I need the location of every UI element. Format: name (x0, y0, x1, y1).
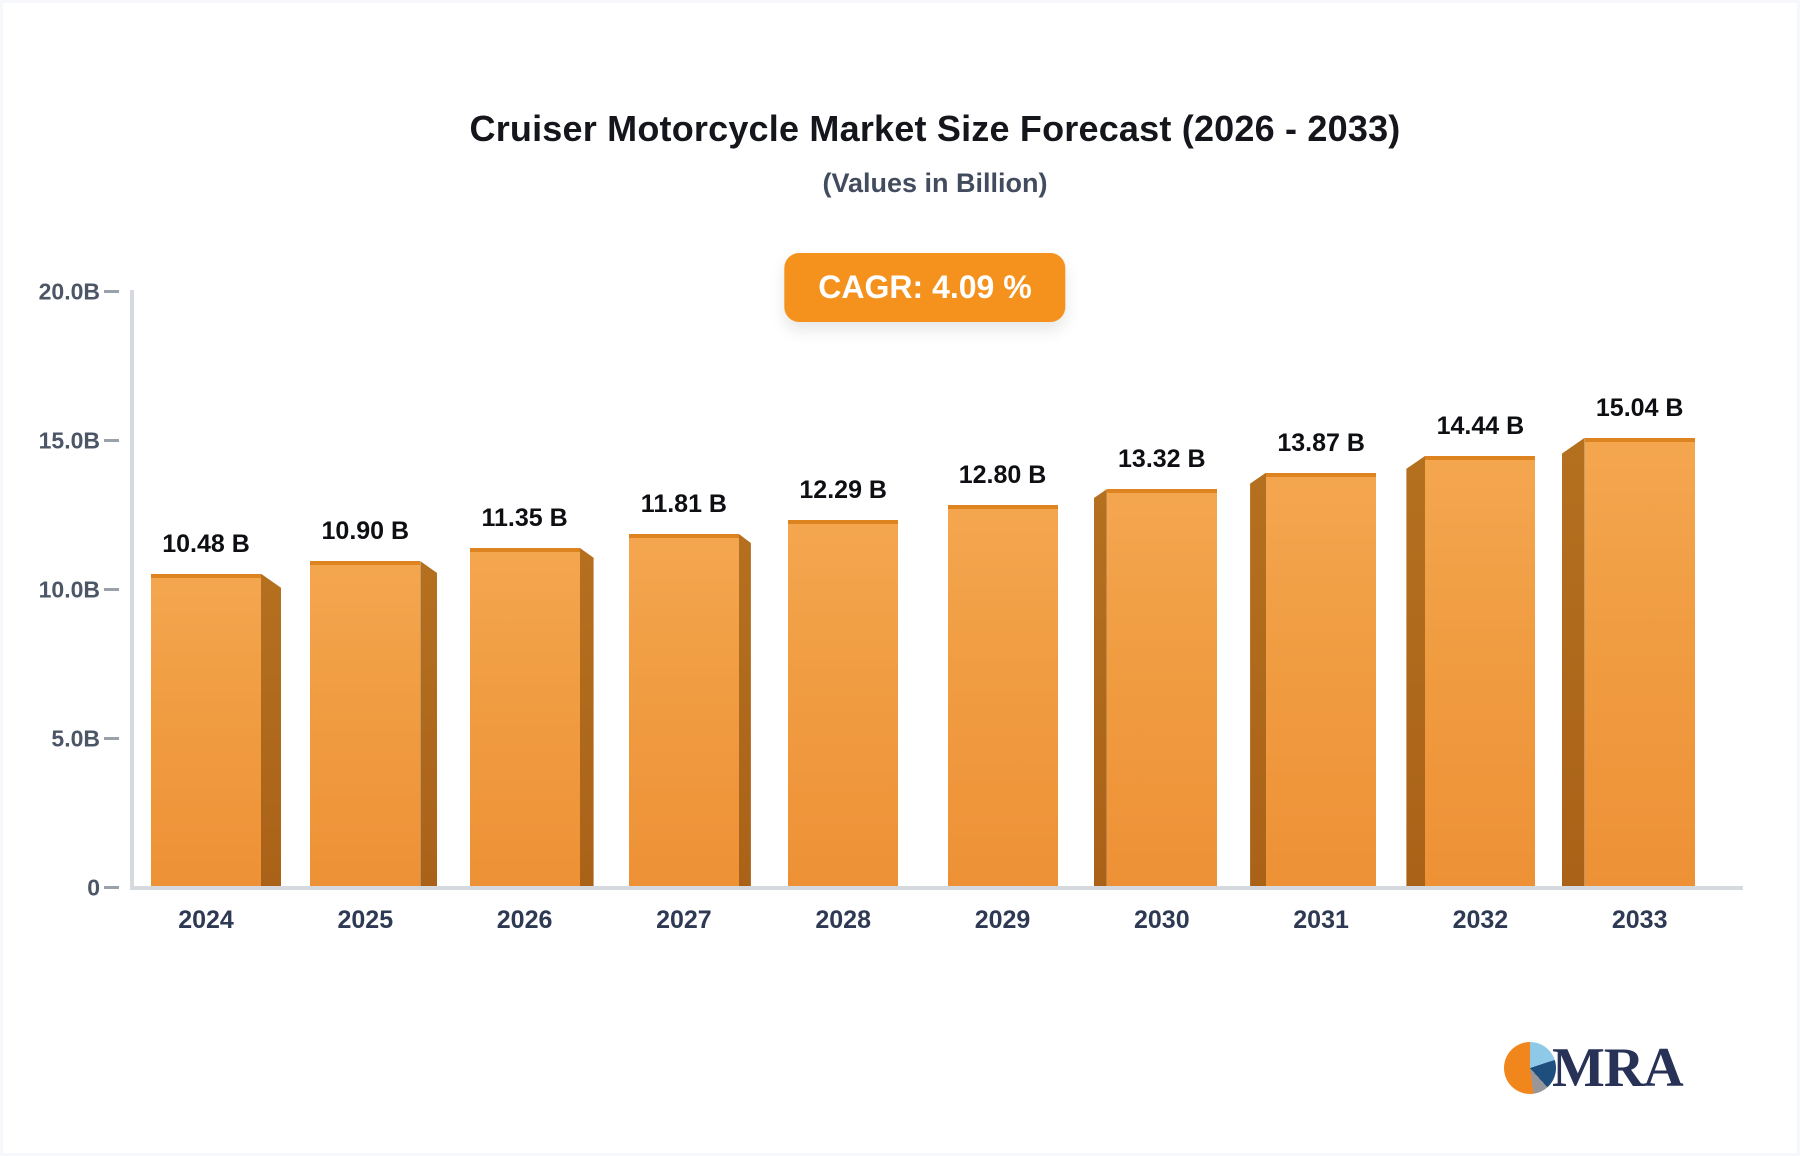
bar-2027 (628, 534, 739, 886)
bar-value-label: 15.04 B (1595, 393, 1684, 422)
mra-logo: MRA (1504, 1037, 1684, 1099)
bar-value-label: 10.90 B (321, 517, 410, 546)
bar-2025 (310, 561, 421, 886)
x-axis-label-2025: 2025 (337, 906, 394, 934)
x-axis-label-2030: 2030 (1133, 906, 1190, 934)
bar-2028 (788, 519, 899, 886)
mra-logo-text: MRA (1552, 1037, 1684, 1099)
bar-value-label: 13.87 B (1277, 428, 1365, 457)
chart-subtitle: (Values in Billion) (822, 168, 1048, 198)
y-tick-label: 0 (87, 874, 100, 901)
x-axis-line (130, 886, 1743, 890)
bar-value-label: 11.35 B (481, 503, 568, 532)
bar-3d-side (1093, 489, 1107, 886)
bar-2030 (1106, 489, 1217, 886)
x-axis-label-2033: 2033 (1611, 906, 1668, 934)
bar-3d-side (1250, 472, 1267, 886)
bar-3d-side (261, 573, 281, 886)
y-axis-line (130, 290, 134, 890)
y-tick-label: 15.0B (38, 427, 100, 454)
y-tick-mark (104, 588, 119, 591)
y-tick-label: 20.0B (38, 278, 100, 305)
y-tick-label: 5.0B (51, 725, 100, 752)
bar-3d-side (1561, 437, 1585, 886)
y-tick-mark (104, 737, 119, 740)
x-axis-label-2031: 2031 (1293, 906, 1349, 934)
bar-2031 (1266, 472, 1377, 886)
bar-3d-side (1406, 455, 1426, 886)
bar-value-label: 14.44 B (1436, 411, 1525, 440)
y-tick-mark (104, 290, 119, 293)
bar-2026 (469, 547, 580, 886)
bar-3d-side (738, 534, 751, 886)
bar-value-label: 12.80 B (958, 460, 1047, 489)
bar-3d-side (420, 561, 438, 886)
x-axis-label-2027: 2027 (656, 906, 712, 934)
y-tick-label: 10.0B (38, 576, 100, 603)
bar-2032 (1425, 455, 1536, 886)
cagr-badge: CAGR: 4.09 % (784, 253, 1066, 322)
bar-3d-side (579, 547, 594, 886)
bar-2024 (151, 573, 261, 886)
y-tick-mark (104, 886, 119, 889)
chart-title: Cruiser Motorcycle Market Size Forecast … (469, 108, 1401, 149)
bar-value-label: 12.29 B (799, 475, 887, 504)
x-axis-label-2024: 2024 (178, 906, 234, 934)
bar-2033 (1584, 437, 1695, 886)
bar-2029 (947, 504, 1058, 886)
pie-chart-icon (1504, 1042, 1556, 1094)
x-axis-label-2026: 2026 (496, 906, 553, 934)
bar-value-label: 10.48 B (162, 529, 250, 558)
bar-value-label: 13.32 B (1118, 445, 1206, 474)
bar-value-label: 11.81 B (640, 490, 727, 519)
x-axis-label-2028: 2028 (815, 906, 871, 934)
x-axis-label-2029: 2029 (974, 906, 1031, 934)
x-axis-label-2032: 2032 (1452, 906, 1509, 934)
y-tick-mark (104, 439, 119, 442)
